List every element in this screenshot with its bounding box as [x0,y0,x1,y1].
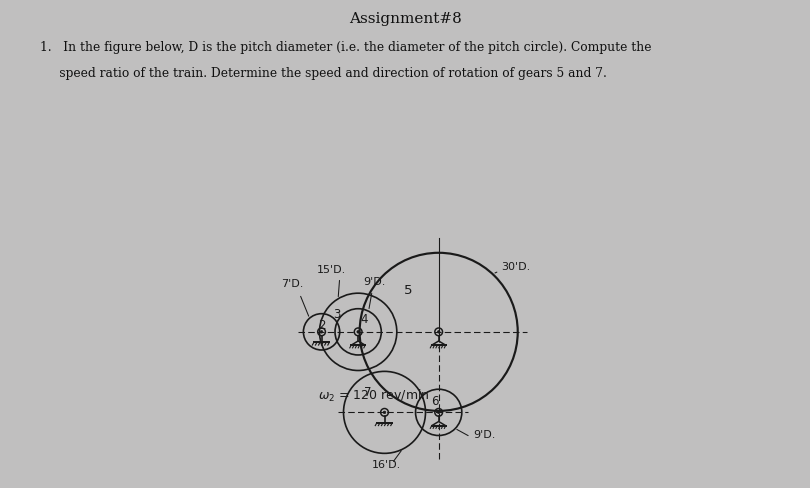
Text: 9'D.: 9'D. [474,430,496,440]
Text: Assignment#8: Assignment#8 [348,12,462,26]
Circle shape [437,411,440,414]
Text: 2: 2 [318,319,326,332]
Text: 9'D.: 9'D. [363,277,386,287]
Text: 4: 4 [360,313,368,325]
Text: 30'D.: 30'D. [501,262,530,272]
Text: 16'D.: 16'D. [371,460,401,470]
Text: $\omega_2$ = 120 rev/min: $\omega_2$ = 120 rev/min [318,388,429,404]
Circle shape [357,330,360,333]
Text: 7'D.: 7'D. [281,279,304,289]
Text: speed ratio of the train. Determine the speed and direction of rotation of gears: speed ratio of the train. Determine the … [40,67,608,81]
Text: 3: 3 [333,308,340,321]
Circle shape [383,411,386,414]
Circle shape [437,330,440,333]
Text: 7: 7 [364,386,371,399]
Text: 5: 5 [404,284,413,297]
Circle shape [320,330,323,333]
Text: 6: 6 [432,395,439,408]
Text: 15'D.: 15'D. [318,264,347,275]
Text: 1.   In the figure below, D is the pitch diameter (i.e. the diameter of the pitc: 1. In the figure below, D is the pitch d… [40,41,652,55]
